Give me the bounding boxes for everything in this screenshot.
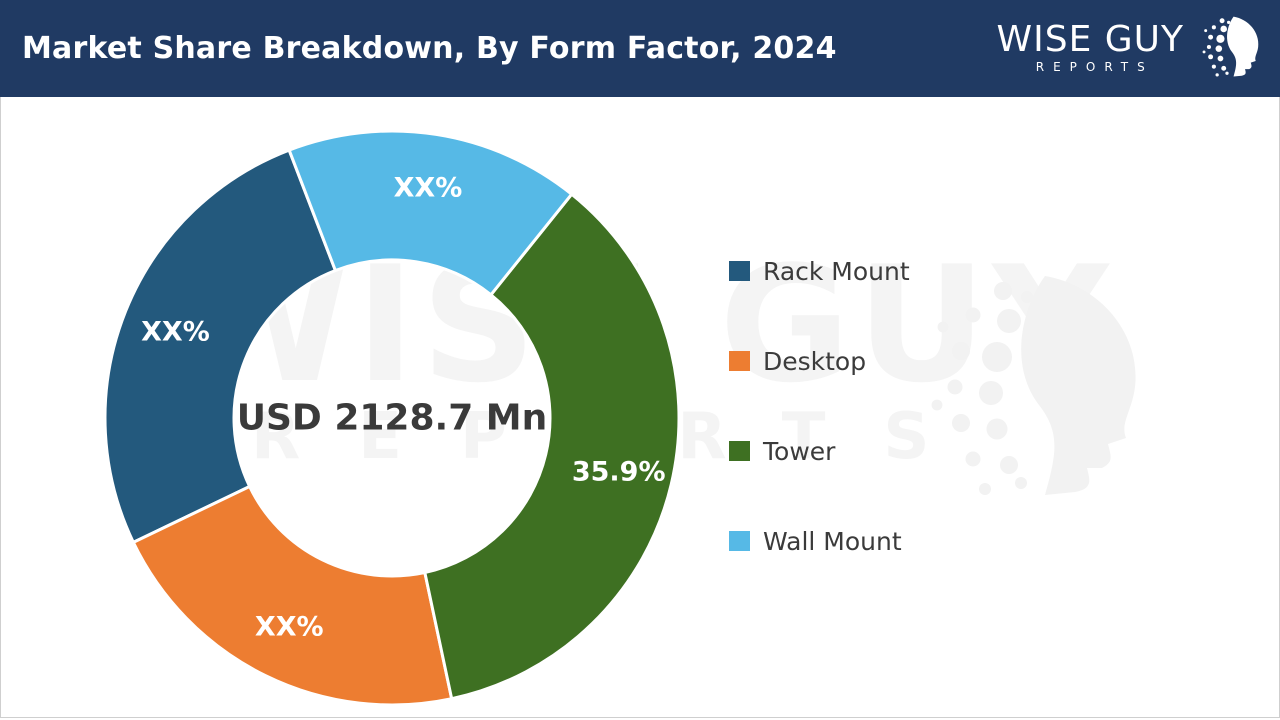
legend-swatch-desktop (729, 351, 750, 371)
header-bar: Market Share Breakdown, By Form Factor, … (0, 0, 1280, 97)
segment-label-tower: 35.9% (572, 456, 666, 487)
watermark-head-icon (931, 276, 1136, 495)
segment-wall-mount (287, 129, 574, 297)
segment-label-wall-mount: XX% (394, 172, 463, 203)
legend-swatch-rack-mount (729, 261, 750, 281)
content-area: WISE GUY REPORTS XX%XX%35.9%XX% USD 2128… (0, 97, 1280, 718)
legend-item-tower: Tower (729, 434, 910, 468)
wiseguy-head-icon (1202, 16, 1259, 77)
wiseguy-logo: WISE GUY REPORTS (997, 4, 1269, 90)
chart-center-value: USD 2128.7 Mn (236, 397, 548, 439)
wiseguy-logo-text: WISE GUY REPORTS (997, 20, 1185, 75)
legend-item-desktop: Desktop (729, 344, 910, 378)
legend-label-wall-mount: Wall Mount (763, 526, 902, 556)
segment-label-desktop: XX% (255, 612, 324, 643)
page-title: Market Share Breakdown, By Form Factor, … (22, 31, 837, 66)
donut-chart: XX% XX% 35.9% XX% (103, 129, 681, 707)
legend-swatch-tower (729, 441, 750, 461)
segment-rack-mount (103, 148, 338, 545)
legend-label-desktop: Desktop (763, 346, 867, 376)
legend-item-rack-mount: Rack Mount (729, 254, 910, 288)
segment-desktop (131, 484, 454, 707)
legend-label-rack-mount: Rack Mount (763, 256, 910, 286)
logo-wordmark: WISE GUY (996, 18, 1184, 60)
chart-legend: Rack Mount Desktop Tower Wall Mount (729, 254, 910, 614)
legend-item-wall-mount: Wall Mount (729, 524, 910, 558)
logo-subtitle: REPORTS (1035, 60, 1154, 75)
segment-label-rack-mount: XX% (141, 317, 210, 348)
legend-swatch-wall-mount (729, 531, 750, 551)
legend-label-tower: Tower (763, 436, 836, 466)
segment-tower (423, 192, 681, 701)
